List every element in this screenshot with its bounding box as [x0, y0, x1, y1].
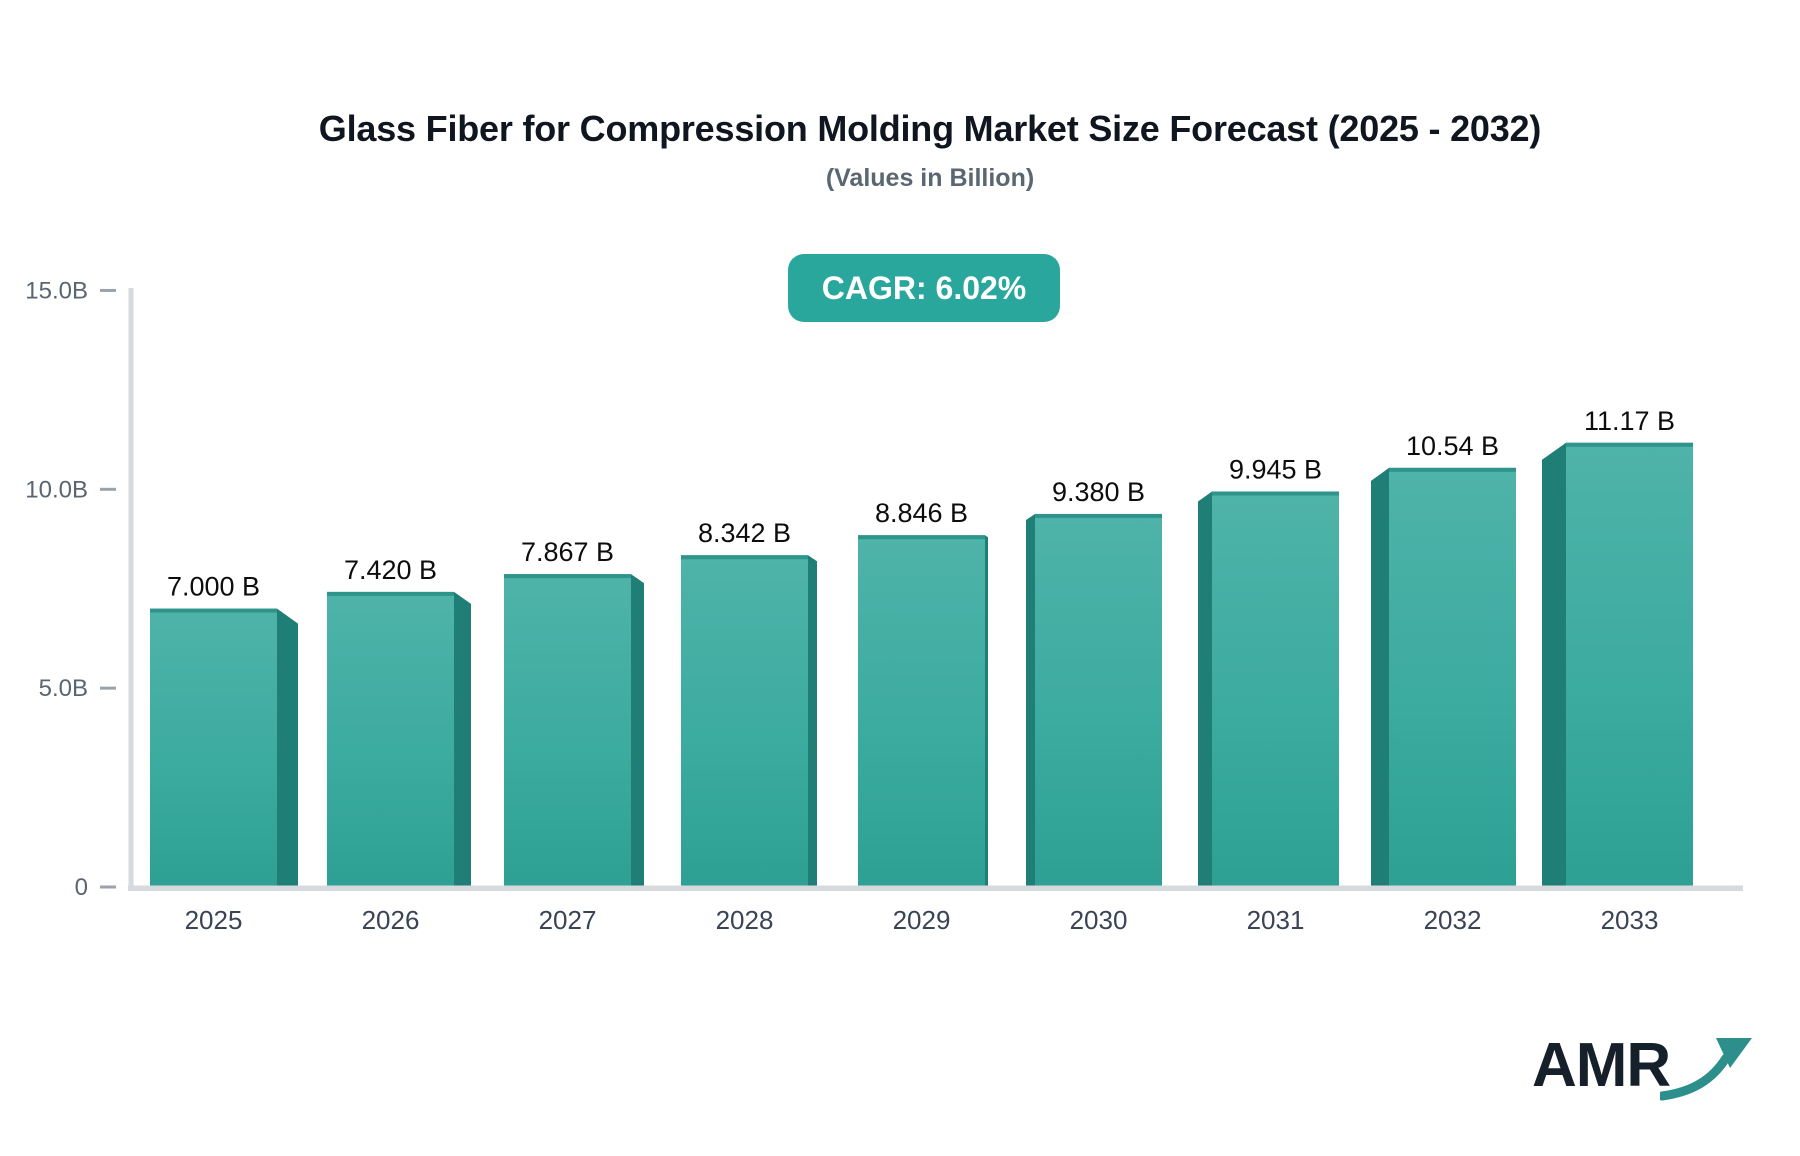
bar-side-face	[1026, 513, 1035, 887]
bar-side-face	[1198, 491, 1212, 887]
x-axis-label: 2026	[362, 905, 420, 935]
x-axis-label: 2027	[539, 905, 597, 935]
y-axis-tick	[100, 487, 116, 491]
bar-value-label: 9.945 B	[1229, 454, 1322, 484]
bar-top-edge	[150, 608, 277, 613]
bar-top-edge	[681, 555, 808, 560]
bar	[1566, 442, 1693, 889]
bar-value-label: 9.380 B	[1052, 477, 1145, 507]
x-axis-label: 2028	[716, 905, 774, 935]
bar	[681, 555, 808, 889]
bar	[150, 608, 277, 889]
y-axis-label: 0	[75, 874, 88, 901]
x-axis-label: 2025	[185, 905, 243, 935]
x-axis-label: 2031	[1247, 905, 1305, 935]
bar-value-label: 7.000 B	[167, 572, 260, 602]
bar	[1035, 513, 1162, 889]
bar-side-face	[1542, 442, 1566, 887]
bar-side-face	[631, 574, 644, 887]
y-axis-label: 10.0B	[25, 476, 88, 503]
bar-value-label: 7.420 B	[344, 555, 437, 585]
bar-top-edge	[1566, 442, 1693, 447]
chart-title: Glass Fiber for Compression Molding Mark…	[318, 108, 1542, 149]
bar-top-edge	[504, 574, 631, 579]
amr-logo-text: AMR	[1532, 1031, 1671, 1100]
logo-arrow-icon	[1660, 1038, 1753, 1101]
bar-side-face	[985, 535, 988, 887]
x-axis-label: 2033	[1601, 905, 1659, 935]
y-axis-line	[128, 288, 134, 890]
cagr-badge: CAGR: 6.02%	[788, 254, 1060, 322]
bar-value-label: 7.867 B	[521, 537, 614, 567]
bar-side-face	[808, 555, 817, 887]
bar-side-face	[1371, 467, 1389, 887]
y-axis-label: 5.0B	[39, 675, 88, 702]
bar	[327, 591, 454, 889]
bar-top-edge	[1035, 513, 1162, 518]
y-axis-tick	[100, 686, 116, 690]
bar-side-face	[277, 608, 298, 887]
bar-value-label: 8.342 B	[698, 518, 791, 548]
y-axis-label: 15.0B	[25, 277, 88, 304]
bar	[1212, 491, 1339, 889]
y-axis-tick	[100, 885, 116, 889]
amr-logo: AMR	[1532, 1026, 1756, 1106]
chart-subtitle: (Values in Billion)	[825, 164, 1035, 192]
bar-top-edge	[858, 535, 985, 540]
bar-top-edge	[327, 591, 454, 596]
x-axis-label: 2029	[893, 905, 951, 935]
bar	[1389, 467, 1516, 889]
bar	[504, 574, 631, 889]
y-axis-tick	[100, 288, 116, 292]
bar-value-label: 10.54 B	[1406, 431, 1499, 461]
bar	[858, 535, 985, 889]
bar-side-face	[454, 591, 471, 887]
bar-top-edge	[1389, 467, 1516, 472]
x-axis-line	[128, 885, 1743, 891]
bar-value-label: 8.846 B	[875, 498, 968, 528]
x-axis-label: 2032	[1424, 905, 1482, 935]
bar-top-edge	[1212, 491, 1339, 496]
chart-header: Glass Fiber for Compression Molding Mark…	[60, 108, 1800, 193]
x-axis-label: 2030	[1070, 905, 1128, 935]
bar-value-label: 11.17 B	[1584, 406, 1675, 436]
